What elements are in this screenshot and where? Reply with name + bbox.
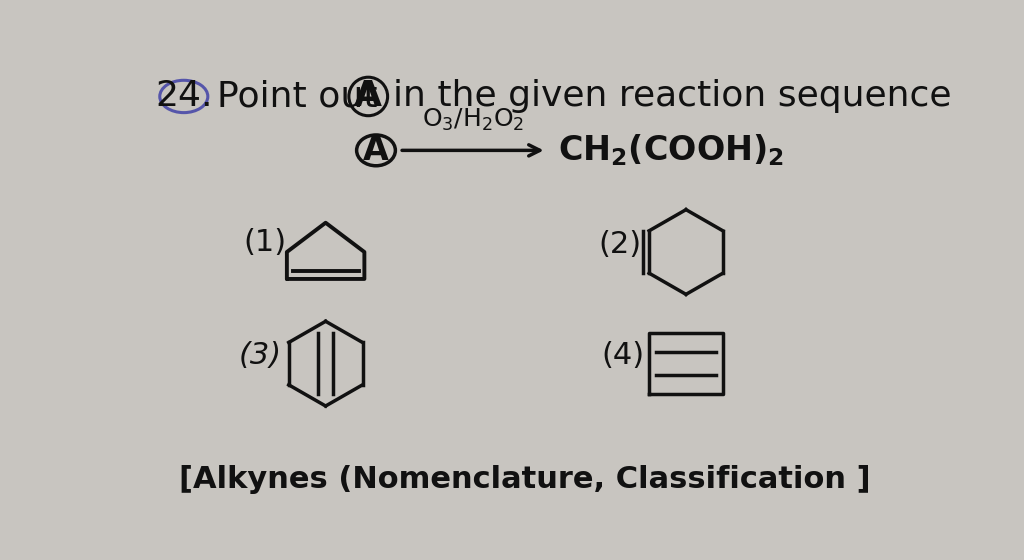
Text: 24.: 24. bbox=[155, 80, 213, 114]
Text: (3): (3) bbox=[239, 342, 282, 371]
Text: (2): (2) bbox=[599, 230, 642, 259]
Text: A: A bbox=[364, 134, 389, 167]
Text: in the given reaction sequence: in the given reaction sequence bbox=[393, 80, 951, 114]
Text: $\mathregular{CH_2(COOH)_2}$: $\mathregular{CH_2(COOH)_2}$ bbox=[558, 133, 784, 168]
Text: (4): (4) bbox=[601, 342, 644, 371]
Text: $\mathregular{O_3/H_2O_2}$: $\mathregular{O_3/H_2O_2}$ bbox=[422, 106, 524, 133]
Text: (1): (1) bbox=[244, 228, 287, 257]
Text: Point out: Point out bbox=[217, 80, 378, 114]
Text: A: A bbox=[354, 80, 382, 114]
Text: [Alkynes (Nomenclature, Classification ]: [Alkynes (Nomenclature, Classification ] bbox=[179, 465, 870, 494]
